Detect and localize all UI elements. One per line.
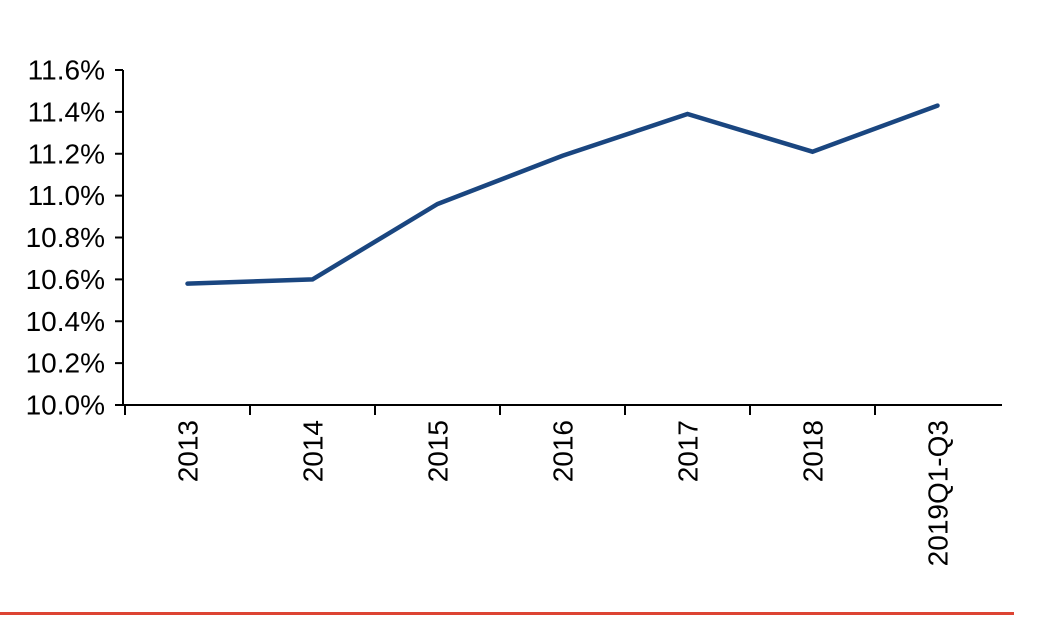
x-axis-tick-label: 2016 (548, 420, 579, 482)
x-axis-tick-label: 2013 (173, 420, 204, 482)
y-axis-tick-label: 10.2% (26, 348, 105, 379)
y-axis-tick-label: 11.4% (28, 96, 105, 127)
x-axis-tick-label: 2017 (673, 420, 704, 482)
footer-divider-line (0, 612, 1014, 615)
y-axis-tick-label: 11.2% (28, 138, 105, 169)
y-axis-tick-label: 10.8% (26, 222, 105, 253)
y-axis-tick-label: 10.6% (26, 264, 105, 295)
x-axis-tick-label: 2018 (798, 420, 829, 482)
y-axis-tick-label: 11.0% (28, 180, 105, 211)
x-axis-tick-label: 2014 (298, 420, 329, 482)
y-axis-tick-label: 10.0% (26, 390, 105, 421)
data-series-line (185, 103, 940, 286)
x-axis-tick-label: 2015 (423, 420, 454, 482)
x-axis-tick-label: 2019Q1-Q3 (923, 420, 954, 566)
y-axis-tick-label: 11.6% (28, 55, 105, 86)
y-axis-tick-label: 10.4% (26, 306, 105, 337)
